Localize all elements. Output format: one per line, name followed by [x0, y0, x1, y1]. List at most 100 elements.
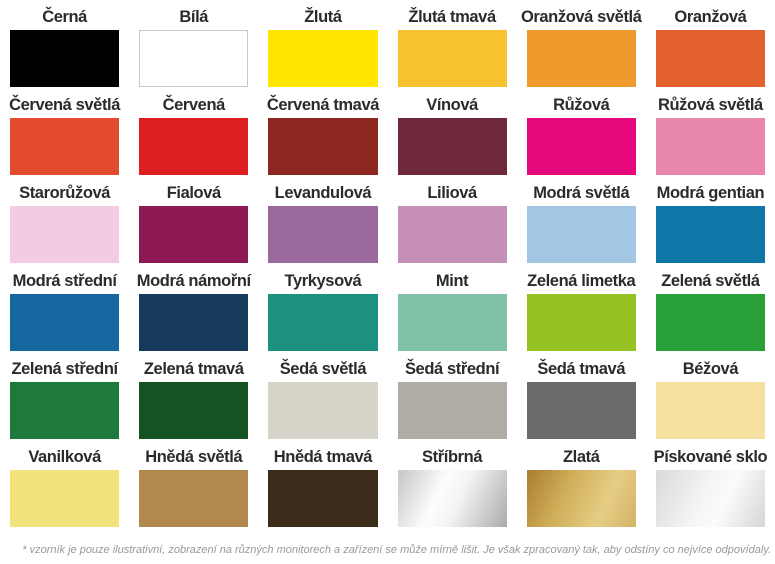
swatch-label: Modrá světlá	[533, 184, 630, 202]
swatch-label: Zelená limetka	[527, 272, 636, 290]
swatch-label: Žlutá tmavá	[408, 8, 496, 26]
swatch-label: Oranžová světlá	[520, 8, 642, 26]
swatch-cell: Zelená tmavá	[129, 357, 258, 445]
swatch-cell: Stříbrná	[388, 445, 517, 533]
color-swatch	[10, 382, 120, 439]
color-swatch	[655, 294, 765, 351]
swatch-cell: Oranžová	[646, 5, 775, 93]
swatch-cell: Růžová světlá	[646, 93, 775, 181]
swatch-cell: Žlutá	[258, 5, 387, 93]
color-swatch	[397, 382, 507, 439]
color-swatch	[268, 118, 378, 175]
swatch-cell: Levandulová	[258, 181, 387, 269]
swatch-cell: Starorůžová	[0, 181, 129, 269]
swatch-cell: Červená tmavá	[258, 93, 387, 181]
color-swatch	[397, 206, 507, 263]
swatch-label: Šedá střední	[404, 360, 500, 378]
color-swatch	[526, 294, 636, 351]
color-swatch	[397, 294, 507, 351]
color-swatch	[139, 470, 249, 527]
swatch-cell: Tyrkysová	[258, 269, 387, 357]
color-swatch	[655, 382, 765, 439]
swatch-cell: Pískované sklo	[646, 445, 775, 533]
swatch-label: Vanilková	[28, 448, 101, 466]
color-swatch	[268, 470, 378, 527]
swatch-cell: Oranžová světlá	[517, 5, 646, 93]
swatch-label: Zelená střední	[11, 360, 118, 378]
swatch-cell: Vínová	[388, 93, 517, 181]
swatch-label: Pískované sklo	[653, 448, 768, 466]
swatch-cell: Šedá světlá	[258, 357, 387, 445]
swatch-label: Červená	[162, 96, 226, 114]
swatch-label: Fialová	[166, 184, 221, 202]
swatch-cell: Vanilková	[0, 445, 129, 533]
swatch-label: Hnědá tmavá	[273, 448, 373, 466]
swatch-cell: Zelená limetka	[517, 269, 646, 357]
color-swatch	[397, 30, 507, 87]
swatch-label: Levandulová	[274, 184, 372, 202]
swatch-cell: Šedá střední	[388, 357, 517, 445]
swatch-cell: Zelená střední	[0, 357, 129, 445]
swatch-cell: Žlutá tmavá	[388, 5, 517, 93]
swatch-cell: Černá	[0, 5, 129, 93]
swatch-cell: Červená	[129, 93, 258, 181]
swatch-label: Hnědá světlá	[145, 448, 243, 466]
swatch-label: Vínová	[426, 96, 478, 114]
swatch-label: Oranžová	[674, 8, 747, 26]
color-swatch	[655, 206, 765, 263]
swatch-cell: Šedá tmavá	[517, 357, 646, 445]
swatch-cell: Mint	[388, 269, 517, 357]
color-swatch	[397, 470, 507, 527]
color-swatch	[655, 470, 765, 527]
swatch-cell: Hnědá světlá	[129, 445, 258, 533]
swatch-label: Růžová světlá	[657, 96, 763, 114]
swatch-label: Modrá gentian	[656, 184, 765, 202]
color-swatch	[526, 382, 636, 439]
swatch-label: Červená světlá	[9, 96, 121, 114]
swatch-label: Zelená tmavá	[143, 360, 244, 378]
swatch-cell: Zlatá	[517, 445, 646, 533]
swatch-label: Stříbrná	[422, 448, 483, 466]
swatch-label: Mint	[435, 272, 469, 290]
color-swatch	[139, 30, 249, 87]
swatch-cell: Modrá námořní	[129, 269, 258, 357]
swatch-cell: Bílá	[129, 5, 258, 93]
swatch-cell: Béžová	[646, 357, 775, 445]
swatch-cell: Červená světlá	[0, 93, 129, 181]
swatch-cell: Fialová	[129, 181, 258, 269]
color-swatch	[526, 206, 636, 263]
swatch-label: Béžová	[682, 360, 739, 378]
footnote: * vzorník je pouze ilustrativní, zobraze…	[22, 544, 771, 556]
swatch-cell: Liliová	[388, 181, 517, 269]
color-swatch	[397, 118, 507, 175]
swatch-cell: Růžová	[517, 93, 646, 181]
swatch-cell: Modrá gentian	[646, 181, 775, 269]
swatch-label: Růžová	[553, 96, 610, 114]
color-swatch	[139, 206, 249, 263]
swatch-cell: Hnědá tmavá	[258, 445, 387, 533]
swatch-label: Zelená světlá	[661, 272, 760, 290]
swatch-cell: Modrá světlá	[517, 181, 646, 269]
swatch-label: Modrá střední	[12, 272, 117, 290]
swatch-label: Bílá	[179, 8, 209, 26]
swatch-label: Černá	[42, 8, 87, 26]
color-swatch	[268, 206, 378, 263]
color-swatch	[268, 30, 378, 87]
swatch-label: Červená tmavá	[266, 96, 380, 114]
color-swatch	[139, 118, 249, 175]
swatch-label: Modrá námořní	[136, 272, 251, 290]
color-swatch	[268, 382, 378, 439]
swatch-label: Tyrkysová	[284, 272, 362, 290]
color-swatch	[526, 118, 636, 175]
color-swatch	[268, 294, 378, 351]
swatch-label: Šedá světlá	[279, 360, 367, 378]
color-swatch-grid: Černá Bílá Žlutá Žlutá tmavá Oranžová světlá…	[0, 5, 775, 533]
color-swatch	[10, 30, 120, 87]
color-swatch	[139, 294, 249, 351]
color-swatch	[10, 294, 120, 351]
color-swatch	[655, 118, 765, 175]
swatch-label: Zlatá	[562, 448, 600, 466]
color-swatch	[655, 30, 765, 87]
swatch-label: Šedá tmavá	[537, 360, 626, 378]
color-swatch	[139, 382, 249, 439]
